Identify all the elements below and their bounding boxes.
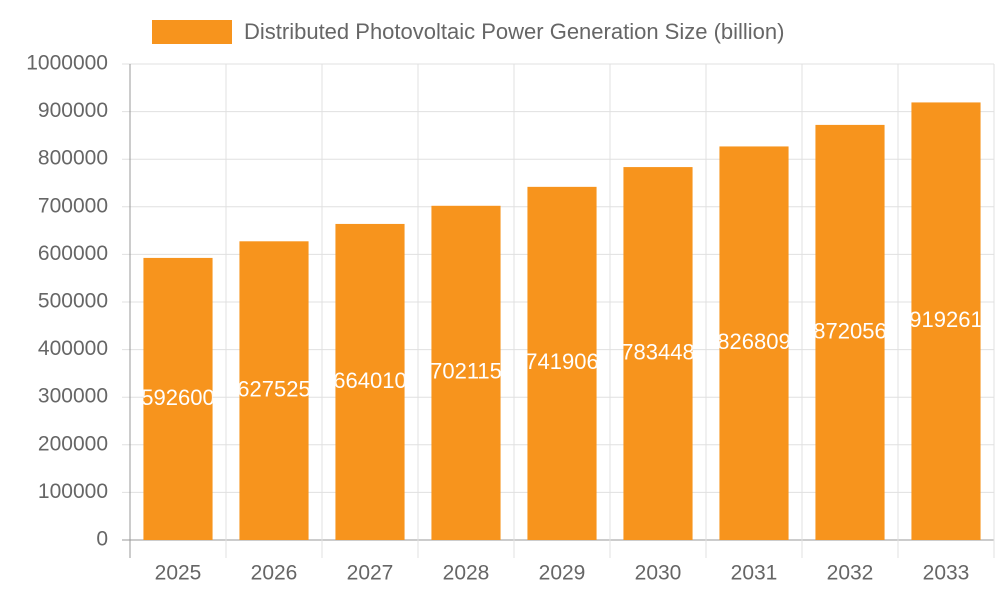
legend-swatch [152,20,232,44]
data-label: 872056 [813,318,886,343]
x-tick-label: 2026 [251,562,298,585]
data-label: 741906 [525,349,598,374]
bar [527,186,597,541]
y-tick-label: 200000 [38,432,108,455]
x-tick-label: 2025 [155,562,202,585]
y-tick-label: 400000 [38,337,108,360]
data-label: 592600 [141,385,214,410]
data-label: 783448 [621,339,694,364]
legend-label: Distributed Photovoltaic Power Generatio… [244,19,784,44]
y-tick-label: 800000 [38,147,108,170]
bar [431,205,501,540]
bar [719,146,789,541]
bar [815,124,885,541]
data-label: 664010 [333,368,406,393]
y-tick-label: 100000 [38,480,108,503]
data-label: 919261 [909,307,982,332]
bar [143,257,213,540]
y-tick-label: 700000 [38,194,108,217]
y-tick-label: 900000 [38,99,108,122]
bar [623,167,693,541]
x-tick-label: 2030 [635,562,682,585]
bar [335,223,405,540]
x-tick-label: 2027 [347,562,394,585]
data-label: 826809 [717,329,790,354]
y-tick-label: 600000 [38,242,108,265]
bar [239,241,309,540]
data-label: 702115 [430,359,502,384]
y-tick-label: 0 [96,528,108,551]
bar [911,102,981,540]
x-tick-label: 2031 [731,562,778,585]
y-tick-label: 500000 [38,290,108,313]
x-tick-label: 2033 [923,562,970,585]
data-label: 627525 [237,376,310,401]
x-tick-label: 2029 [539,562,586,585]
x-tick-label: 2028 [443,562,490,585]
y-tick-label: 300000 [38,385,108,408]
x-tick-label: 2032 [827,562,874,585]
y-tick-label: 1000000 [26,52,108,75]
